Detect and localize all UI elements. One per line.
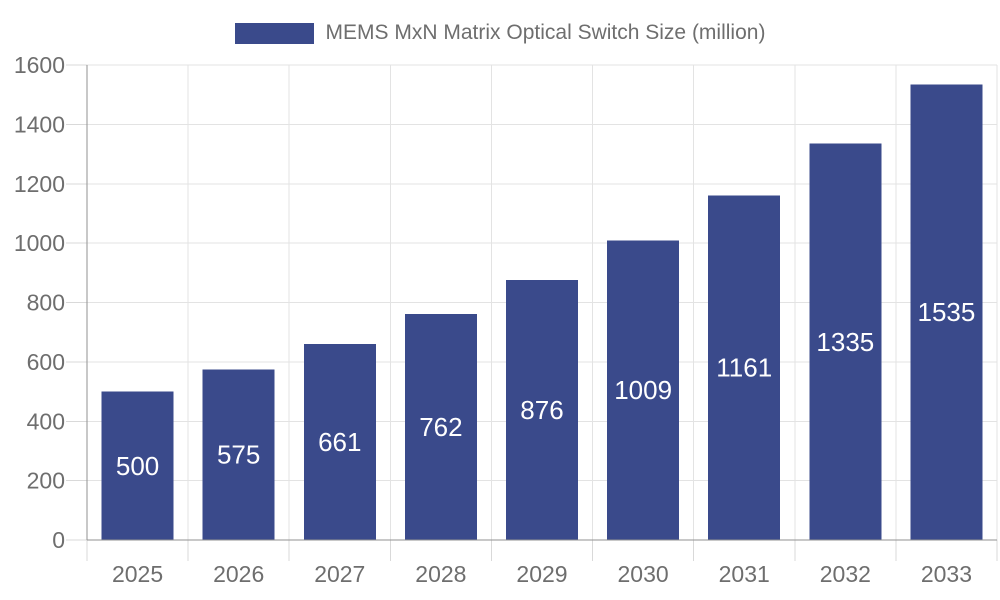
x-tick-label-2027: 2027	[314, 561, 365, 587]
bar-2031	[708, 195, 781, 540]
bar-value-label-2033: 1535	[918, 297, 976, 327]
bar-2028	[404, 313, 477, 540]
bar-value-label-2029: 876	[520, 395, 563, 425]
y-tick-label-1200: 1200	[14, 171, 65, 197]
bar-2026	[202, 369, 275, 540]
x-tick-label-2032: 2032	[820, 561, 871, 587]
bar-2032	[809, 143, 882, 540]
bar-2025	[101, 391, 174, 540]
y-tick-label-800: 800	[27, 290, 65, 316]
y-tick-label-1400: 1400	[14, 111, 65, 137]
bar-value-label-2031: 1161	[716, 353, 772, 383]
y-tick-label-1600: 1600	[14, 52, 65, 78]
bar-2027	[303, 343, 376, 540]
x-tick-label-2031: 2031	[719, 561, 770, 587]
x-tick-label-2028: 2028	[415, 561, 466, 587]
bar-value-label-2026: 575	[217, 440, 260, 470]
bar-2029	[506, 279, 578, 540]
legend-label: MEMS MxN Matrix Optical Switch Size (mil…	[325, 21, 766, 44]
bar-value-label-2032: 1335	[816, 327, 874, 357]
y-tick-label-600: 600	[27, 349, 65, 375]
bar-2033	[910, 84, 983, 540]
x-tick-label-2029: 2029	[516, 561, 567, 587]
y-tick-label-1000: 1000	[14, 230, 65, 256]
legend-item[interactable]: MEMS MxN Matrix Optical Switch Size (mil…	[0, 14, 1000, 52]
x-tick-label-2030: 2030	[618, 561, 669, 587]
bar-value-label-2028: 762	[419, 412, 462, 442]
x-tick-label-2033: 2033	[921, 561, 972, 587]
bar-2030	[607, 240, 680, 540]
x-tick-label-2025: 2025	[112, 561, 163, 587]
legend-swatch	[234, 22, 314, 44]
y-tick-label-400: 400	[27, 408, 65, 434]
y-tick-label-200: 200	[27, 468, 65, 494]
bar-value-label-2025: 500	[116, 451, 159, 481]
y-tick-label-0: 0	[52, 527, 65, 553]
bar-value-label-2027: 661	[318, 427, 361, 457]
x-tick-label-2026: 2026	[213, 561, 264, 587]
bar-value-label-2030: 1009	[614, 375, 672, 405]
